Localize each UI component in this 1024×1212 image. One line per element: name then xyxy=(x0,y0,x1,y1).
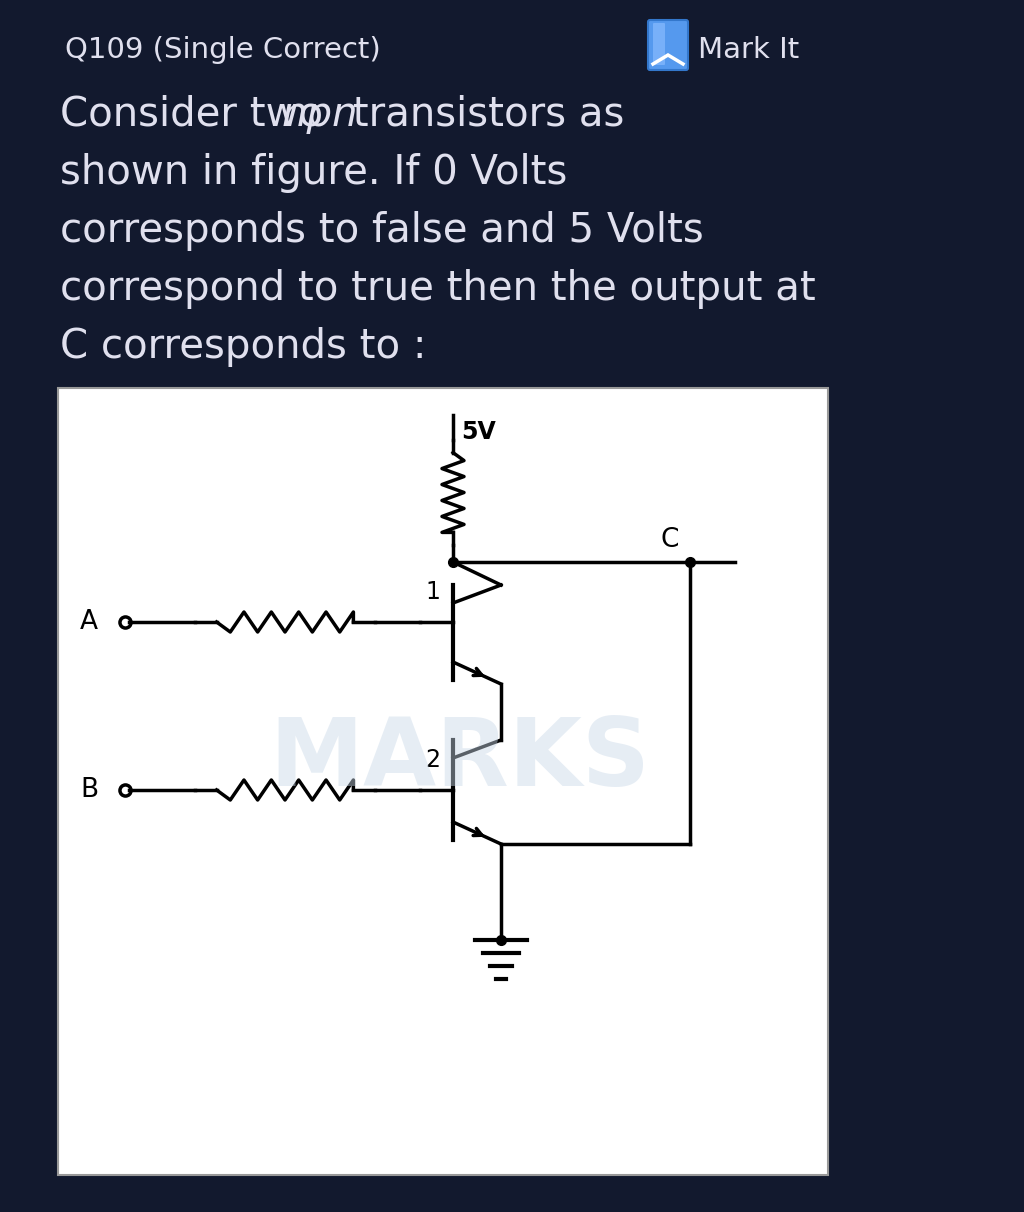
Text: npn: npn xyxy=(282,96,358,135)
Text: correspond to true then the output at: correspond to true then the output at xyxy=(60,269,816,309)
Text: Mark It: Mark It xyxy=(698,36,800,64)
Text: C corresponds to :: C corresponds to : xyxy=(60,327,427,367)
Text: 1: 1 xyxy=(425,581,440,604)
Text: C: C xyxy=(660,527,678,553)
FancyBboxPatch shape xyxy=(648,21,688,70)
Text: 2: 2 xyxy=(425,748,440,772)
FancyBboxPatch shape xyxy=(653,23,665,65)
Text: Q109 (Single Correct): Q109 (Single Correct) xyxy=(65,36,381,64)
Text: corresponds to false and 5 Volts: corresponds to false and 5 Volts xyxy=(60,211,703,251)
Text: B: B xyxy=(80,777,98,804)
Text: 5V: 5V xyxy=(461,421,496,444)
Text: MARKS: MARKS xyxy=(269,714,650,806)
Bar xyxy=(58,388,828,1174)
Text: A: A xyxy=(80,608,98,635)
Text: shown in figure. If 0 Volts: shown in figure. If 0 Volts xyxy=(60,153,567,193)
Text: Consider two: Consider two xyxy=(60,95,336,135)
Text: transistors as: transistors as xyxy=(340,95,625,135)
